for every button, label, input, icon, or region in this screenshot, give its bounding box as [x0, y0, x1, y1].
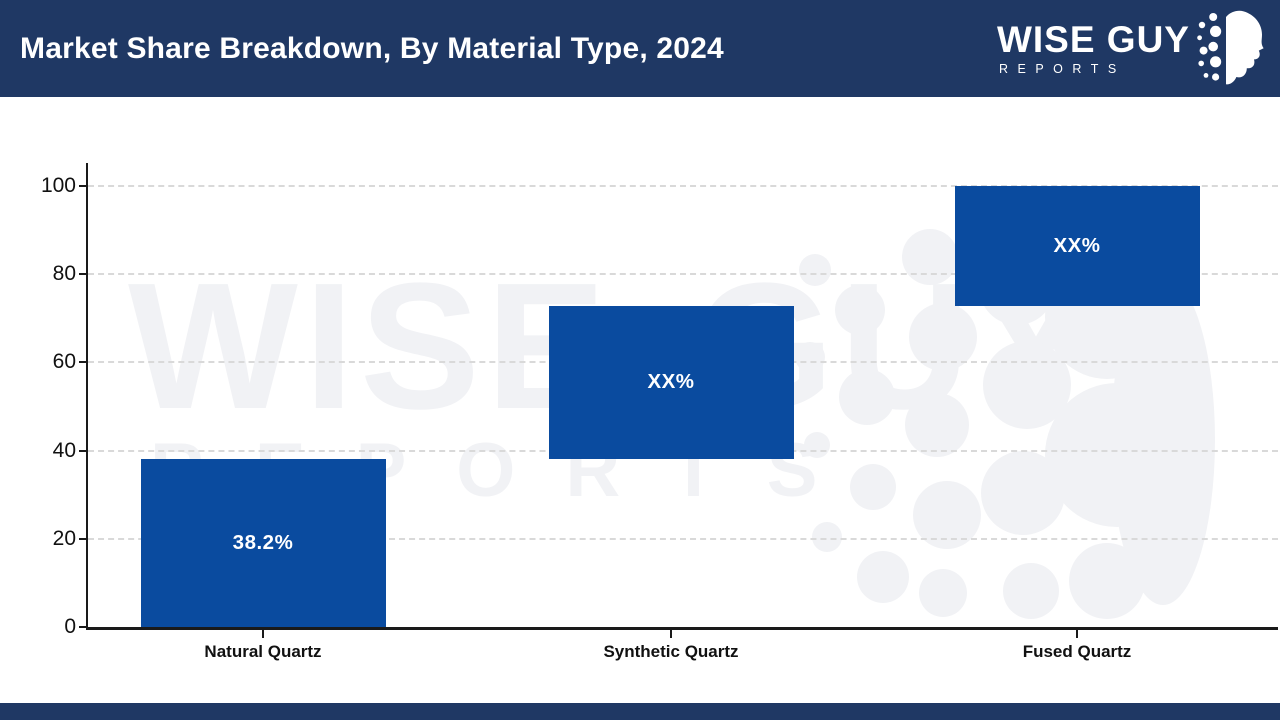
y-tick-label-0: 0: [64, 615, 76, 638]
y-tick-label-60: 60: [52, 350, 76, 374]
y-tick-label-20: 20: [52, 526, 76, 550]
y-tick-mark-100: [79, 185, 87, 187]
footer-bar: [0, 703, 1280, 720]
bar-value-label-natural-quartz: 38.2%: [232, 530, 294, 554]
x-axis-label-fused-quartz: Fused Quartz: [1022, 642, 1132, 661]
header: Market Share Breakdown, By Material Type…: [0, 0, 1280, 97]
bar-value-label-synthetic-quartz: XX%: [647, 370, 695, 394]
page-title: Market Share Breakdown, By Material Type…: [20, 32, 724, 65]
y-tick-label-80: 80: [52, 262, 76, 286]
wiseguy-face-icon: [1197, 10, 1264, 84]
y-tick-mark-0: [79, 626, 87, 628]
y-tick-mark-20: [79, 537, 87, 540]
bar-value-label-fused-quartz: XX%: [1053, 234, 1101, 258]
logo-subtitle: REPORTS: [998, 62, 1126, 76]
y-tick-mark-80: [79, 273, 87, 276]
x-tick-mark-synthetic-quartz: [670, 630, 672, 638]
wiseguy-logo: WISE GUY REPORTS: [997, 7, 1266, 91]
bar-natural-quartz: 38.2%: [140, 458, 386, 627]
y-tick-label-100: 100: [40, 174, 76, 197]
wiseguy-logo-text: WISE GUY REPORTS: [997, 21, 1190, 76]
x-axis-label-synthetic-quartz: Synthetic Quartz: [603, 642, 739, 661]
chart-plot-area: WISE GUY REPORTS 0 20 40 60 80 100 38.2% Natura…: [0, 97, 1280, 703]
bar-synthetic-quartz: XX%: [548, 306, 794, 459]
gridline-20: [88, 537, 1278, 540]
x-axis-line: [86, 627, 1278, 630]
x-axis-label-natural-quartz: Natural Quartz: [204, 642, 322, 661]
y-tick-mark-60: [79, 361, 87, 364]
bar-fused-quartz: XX%: [954, 186, 1200, 307]
x-tick-mark-natural-quartz: [262, 630, 264, 638]
y-tick-label-40: 40: [52, 438, 76, 462]
gridline-100: [88, 185, 1278, 187]
x-tick-mark-fused-quartz: [1076, 630, 1078, 638]
y-axis-line: [86, 163, 88, 629]
gridline-80: [88, 273, 1278, 276]
y-tick-mark-40: [79, 449, 87, 452]
logo-wordmark: WISE GUY: [996, 19, 1190, 60]
